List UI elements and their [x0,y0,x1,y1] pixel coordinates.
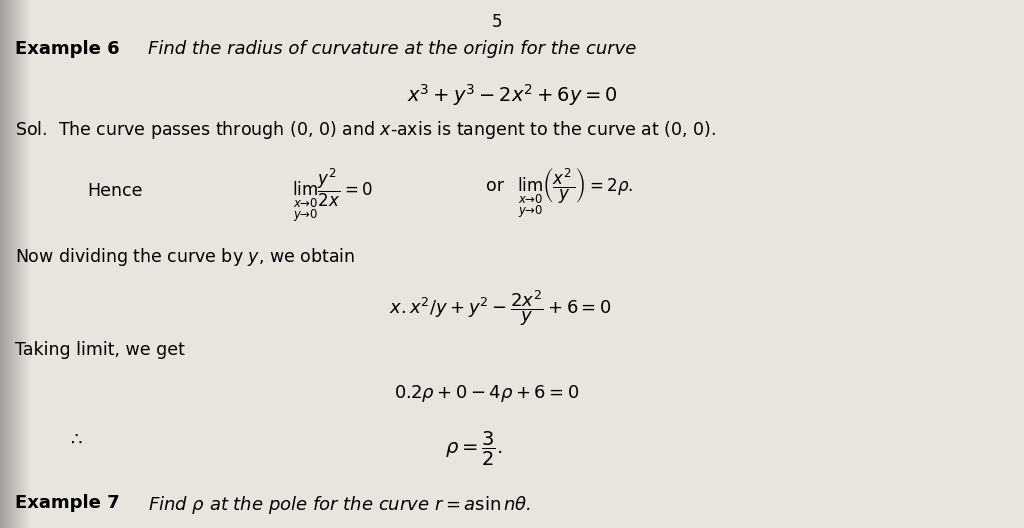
Text: 5: 5 [492,13,502,31]
Text: Sol.  The curve passes through (0, 0) and $x$-axis is tangent to the curve at (0: Sol. The curve passes through (0, 0) and… [15,119,717,141]
Text: Taking limit, we get: Taking limit, we get [15,341,185,359]
Text: Example 7: Example 7 [15,494,120,512]
Text: Now dividing the curve by $y$, we obtain: Now dividing the curve by $y$, we obtain [15,246,355,268]
Text: Find $\rho$ at the pole for the curve $r = a\sin n\theta$.: Find $\rho$ at the pole for the curve $r… [148,494,531,516]
Text: $\therefore$: $\therefore$ [67,430,82,448]
Text: Example 6: Example 6 [15,40,120,58]
Text: $x.x^2/y + y^2 - \dfrac{2x^2}{y} + 6 = 0$: $x.x^2/y + y^2 - \dfrac{2x^2}{y} + 6 = 0… [389,288,611,327]
Text: $\lim_{\substack{x \to 0 \\ y \to 0}} \left(\dfrac{x^2}{y}\right) = 2\rho.$: $\lim_{\substack{x \to 0 \\ y \to 0}} \l… [517,166,634,220]
Text: $\rho = \dfrac{3}{2}.$: $\rho = \dfrac{3}{2}.$ [445,430,503,468]
Text: Find the radius of curvature at the origin for the curve: Find the radius of curvature at the orig… [148,40,637,58]
Text: Hence: Hence [87,182,142,200]
Text: $\lim_{\substack{x \to 0 \\ y \to 0}} \dfrac{y^2}{2x} = 0$: $\lim_{\substack{x \to 0 \\ y \to 0}} \d… [292,166,373,224]
Text: or: or [486,177,505,195]
Text: $x^3 + y^3 - 2x^2 + 6y = 0$: $x^3 + y^3 - 2x^2 + 6y = 0$ [407,82,617,108]
Text: $0.2\rho + 0 - 4\rho + 6 = 0$: $0.2\rho + 0 - 4\rho + 6 = 0$ [394,383,580,404]
